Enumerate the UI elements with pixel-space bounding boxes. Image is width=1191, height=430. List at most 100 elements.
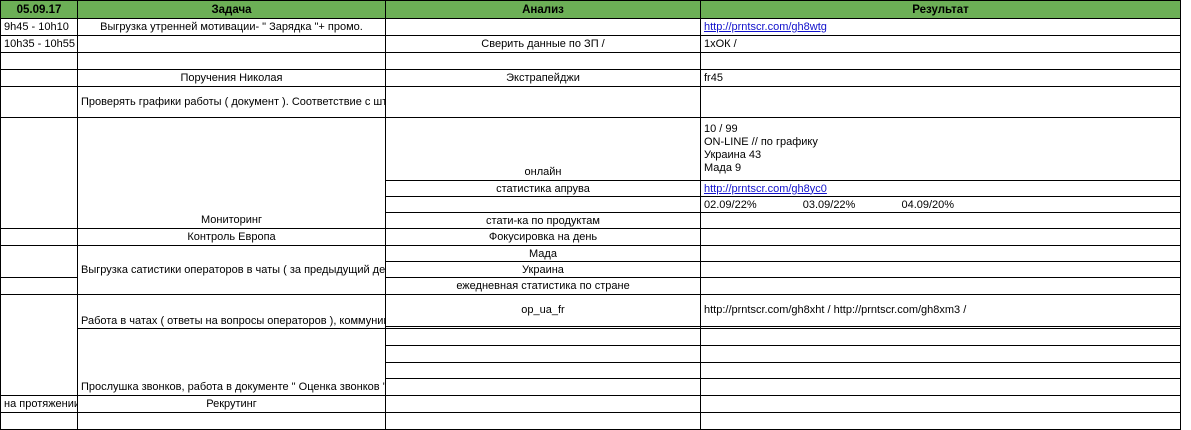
cell-time[interactable] <box>0 412 78 430</box>
cell-analysis[interactable]: статистика апрува <box>385 180 701 197</box>
cell-result[interactable] <box>700 277 1181 295</box>
cell-result[interactable] <box>700 52 1181 70</box>
cell-analysis[interactable] <box>385 196 701 213</box>
table-row <box>1 344 1181 363</box>
cell-task[interactable]: Мониторинг <box>77 117 386 229</box>
table-row <box>0 412 1181 430</box>
cell-analysis[interactable]: Экстрапейджи <box>385 69 701 87</box>
table-row: Мониторинг онлайн 10 / 99 ON-LINE // по … <box>0 117 1181 229</box>
cell-task[interactable]: Выгрузка утренней мотивации- " Зарядка "… <box>77 18 386 36</box>
table-row: 10h35 - 10h55 Сверить данные по ЗП / 1хО… <box>0 35 1181 53</box>
cell-analysis[interactable] <box>385 344 701 363</box>
cell-result[interactable] <box>700 378 1181 396</box>
cell-time[interactable] <box>0 245 78 278</box>
cell-analysis[interactable] <box>385 395 701 413</box>
cell-result[interactable] <box>700 344 1181 363</box>
cell-task[interactable]: Выгрузка сатистики операторов в чаты ( з… <box>77 245 386 295</box>
stat-value: 04.09/20% <box>901 198 955 211</box>
result-line: Мада 9 <box>704 162 742 174</box>
cell-analysis[interactable] <box>385 412 701 430</box>
cell-result[interactable] <box>700 325 1181 330</box>
cell-result[interactable] <box>700 361 1181 380</box>
header-task: Задача <box>77 0 386 19</box>
table-row: Прослушка звонков, работа в документе " … <box>1 328 1181 396</box>
cell-result[interactable] <box>700 395 1181 413</box>
cell-result[interactable] <box>700 245 1181 262</box>
result-link[interactable]: http://prntscr.com/gh8yc0 <box>704 182 827 195</box>
cell-result[interactable] <box>700 212 1181 229</box>
cell-analysis[interactable]: op_ua_fr <box>385 294 701 327</box>
cell-result[interactable] <box>700 328 1181 346</box>
table-row <box>1 361 1181 380</box>
cell-analysis[interactable] <box>385 86 701 118</box>
cell-task[interactable]: Рекрутинг <box>77 395 386 413</box>
cell-analysis[interactable]: Фокусировка на день <box>385 228 701 246</box>
table-row: Работа в чатах ( ответы на вопросы опера… <box>0 294 1181 396</box>
cell-analysis[interactable]: стати-ка по продуктам <box>385 212 701 229</box>
cell-analysis[interactable]: Сверить данные по ЗП / <box>385 35 701 53</box>
cell-result[interactable]: 10 / 99 ON-LINE // по графику Украина 43… <box>700 117 1181 181</box>
cell-task[interactable]: Контроль Европа <box>77 228 386 246</box>
cell-result[interactable]: http://prntscr.com/gh8xht / http://prnts… <box>700 294 1181 327</box>
table-row: 9h45 - 10h10 Выгрузка утренней мотивации… <box>0 18 1181 36</box>
cell-task[interactable] <box>77 52 386 70</box>
cell-analysis[interactable]: Украина <box>385 261 701 278</box>
result-line: 10 / 99 <box>704 123 738 135</box>
table-row <box>0 52 1181 70</box>
table-row <box>1 378 1181 396</box>
cell-task[interactable]: Поручения Николая <box>77 69 386 87</box>
cell-result[interactable]: fr45 <box>700 69 1181 87</box>
cell-result[interactable] <box>700 86 1181 118</box>
table-header-row: 05.09.17 Задача Анализ Результат <box>0 0 1181 19</box>
cell-analysis[interactable] <box>385 18 701 36</box>
cell-time[interactable] <box>0 69 78 87</box>
table-row: Выгрузка сатистики операторов в чаты ( з… <box>0 245 1181 295</box>
cell-time[interactable] <box>0 86 78 118</box>
cell-task[interactable]: Работа в чатах ( ответы на вопросы опера… <box>77 294 386 329</box>
header-analysis: Анализ <box>385 0 701 19</box>
cell-task[interactable]: Проверять графики работы ( документ ). С… <box>77 86 386 118</box>
table-row: стати-ка по продуктам <box>1 212 1181 229</box>
table-row: Поручения Николая Экстрапейджи fr45 <box>0 69 1181 87</box>
cell-result[interactable]: http://prntscr.com/gh8wtg <box>700 18 1181 36</box>
table-row <box>1 325 1181 330</box>
cell-time[interactable] <box>0 117 78 229</box>
result-line: Украина 43 <box>704 149 762 161</box>
cell-time-bottom[interactable]: на протяжении дня <box>0 395 78 413</box>
cell-analysis[interactable] <box>385 328 701 346</box>
cell-result[interactable]: http://prntscr.com/gh8yc0 <box>700 180 1181 197</box>
cell-task[interactable] <box>77 412 386 430</box>
result-link[interactable]: http://prntscr.com/gh8wtg <box>704 21 827 33</box>
cell-analysis[interactable] <box>385 361 701 380</box>
cell-result[interactable] <box>700 228 1181 246</box>
cell-time[interactable]: 9h45 - 10h10 <box>0 18 78 36</box>
table-row: статистика апрува http://prntscr.com/gh8… <box>1 180 1181 197</box>
cell-result[interactable]: 1хОК / <box>700 35 1181 53</box>
header-date: 05.09.17 <box>0 0 78 19</box>
cell-analysis[interactable] <box>385 52 701 70</box>
cell-task[interactable]: Прослушка звонков, работа в документе " … <box>77 328 386 396</box>
cell-time[interactable] <box>0 52 78 70</box>
table-row: Контроль Европа Фокусировка на день <box>0 228 1181 246</box>
table-row: 02.09/22% 03.09/22% 04.09/20% <box>1 196 1181 213</box>
cell-result[interactable] <box>700 412 1181 430</box>
cell-time[interactable] <box>0 277 78 295</box>
stat-value: 03.09/22% <box>802 198 856 211</box>
cell-analysis[interactable]: онлайн <box>385 117 701 181</box>
table-row: на протяжении дня Рекрутинг <box>0 395 1181 413</box>
cell-result[interactable] <box>700 261 1181 278</box>
cell-result[interactable]: 02.09/22% 03.09/22% 04.09/20% <box>700 196 1181 213</box>
cell-task[interactable] <box>77 35 386 53</box>
cell-time[interactable] <box>0 228 78 246</box>
cell-analysis[interactable] <box>385 378 701 396</box>
table-row: ежедневная статистика по стране <box>0 277 1181 295</box>
header-result: Результат <box>700 0 1181 19</box>
stat-value: 02.09/22% <box>704 198 757 211</box>
cell-time[interactable]: 10h35 - 10h55 <box>0 35 78 53</box>
cell-analysis[interactable]: ежедневная статистика по стране <box>385 277 701 295</box>
result-line: ON-LINE // по графику <box>704 136 818 148</box>
cell-analysis[interactable]: Мада <box>385 245 701 262</box>
cell-time[interactable] <box>0 294 78 396</box>
